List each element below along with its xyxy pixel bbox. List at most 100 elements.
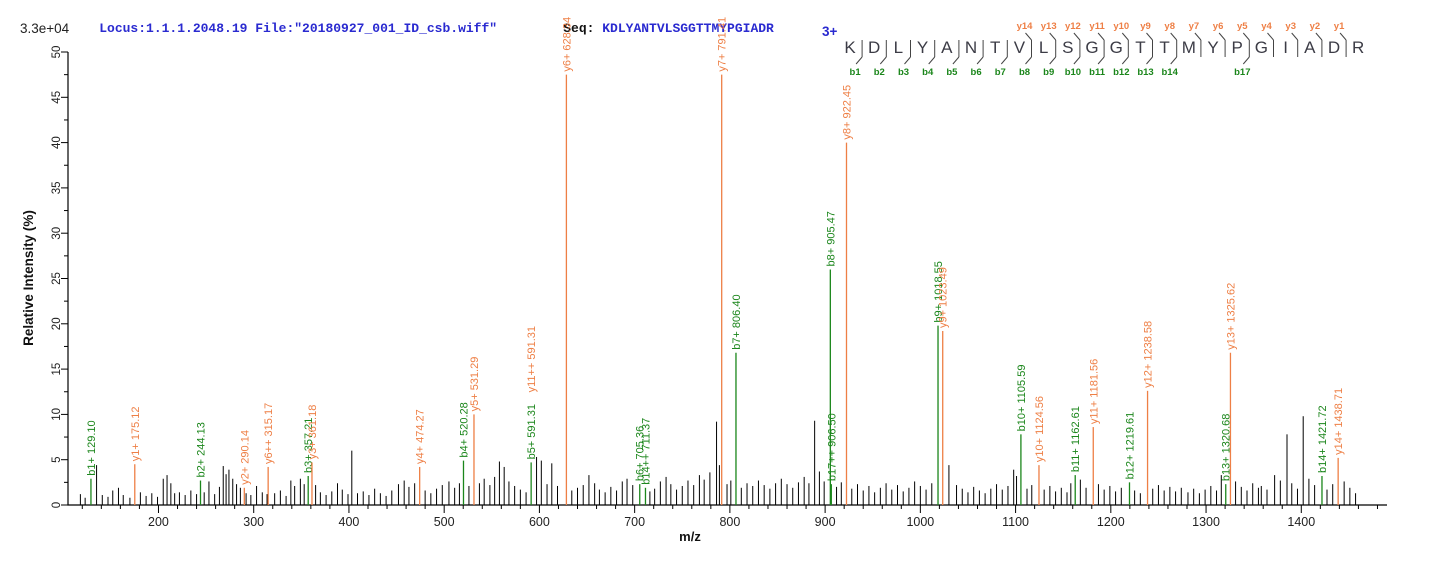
x-tick-label: 1400	[1287, 515, 1315, 529]
y-cleavage-tick	[1049, 32, 1057, 41]
b-ion-label: b12	[1113, 67, 1129, 78]
ion-peak-label: y5+ 531.29	[469, 357, 481, 412]
x-tick-label: 1000	[906, 515, 934, 529]
ion-peak-label: y1+ 175.12	[130, 406, 142, 461]
x-tick-label: 200	[148, 515, 169, 529]
ion-peak-label: y7+ 791.41	[717, 17, 729, 72]
residue-letter: L	[894, 38, 903, 57]
y-ion-label: y9	[1140, 21, 1151, 32]
b-cleavage-tick	[1097, 56, 1105, 65]
y-ion-label: y14	[1017, 21, 1034, 32]
x-tick-label: 800	[719, 515, 740, 529]
b-ion-label: b8	[1019, 67, 1030, 78]
y-ion-label: y5	[1237, 21, 1248, 32]
y-tick-label: 40	[51, 136, 63, 149]
ion-peak-label: y14+ 1438.71	[1333, 388, 1345, 455]
y-ion-label: y3	[1285, 21, 1296, 32]
ion-peak-label: y8+ 922.45	[841, 85, 853, 140]
y-ion-label: y7	[1189, 21, 1200, 32]
y-ion-label: y1	[1334, 21, 1345, 32]
b-cleavage-tick	[1146, 56, 1153, 65]
y-tick-label: 45	[51, 91, 63, 104]
ion-peak-label: b11+ 1162.61	[1070, 406, 1082, 472]
residue-letter: T	[1159, 38, 1169, 57]
ion-peak-label: b4+ 520.28	[458, 402, 470, 457]
ion-peak-label: b14++ 711.37	[640, 418, 652, 485]
b-cleavage-tick	[1000, 56, 1008, 65]
y-cleavage-tick	[1025, 32, 1032, 41]
seq-label: Seq:	[563, 21, 603, 36]
y-cleavage-tick	[1218, 32, 1226, 41]
ion-peak-label: b14+ 1421.72	[1317, 405, 1329, 473]
y-tick-label: 15	[51, 363, 63, 376]
ion-peak-label: y9+ 1023.49	[938, 267, 950, 328]
residue-letter: T	[990, 38, 1000, 57]
residue-letter: S	[1062, 38, 1073, 57]
ion-peak-label: y4+ 474.27	[415, 409, 427, 464]
y-cleavage-tick	[1194, 32, 1202, 41]
y-cleavage-tick	[1073, 32, 1081, 41]
ion-peak-label: b9+ 1018.55	[933, 261, 945, 322]
x-tick-label: 300	[243, 515, 264, 529]
b-cleavage-tick	[1121, 56, 1129, 65]
b-cleavage-tick	[1025, 56, 1032, 65]
b-ion-label: b13	[1137, 67, 1153, 78]
x-tick-label: 700	[624, 515, 645, 529]
x-tick-label: 1100	[1002, 515, 1029, 529]
y-axis-title: Relative Intensity (%)	[21, 210, 36, 346]
y-tick-label: 5	[51, 456, 63, 462]
b-cleavage-tick	[1242, 56, 1250, 65]
b-cleavage-tick	[928, 56, 936, 65]
residue-letter: G	[1110, 38, 1123, 57]
sequence-header: Seq: KDLYANTVLSGGTTMYPGIADR	[532, 6, 774, 51]
ion-peak-label: b6+ 705.36	[635, 426, 647, 481]
y-ion-label: y12	[1065, 21, 1081, 32]
y-tick-label: 25	[51, 272, 63, 285]
ion-peak-label: b13+ 1320.68	[1221, 414, 1233, 482]
ion-peak-label: y12+ 1238.58	[1143, 321, 1155, 388]
b-cleavage-tick	[904, 56, 911, 65]
b-cleavage-tick	[976, 56, 984, 65]
b-ion-label: b1	[850, 67, 862, 78]
ion-peak-label: b10+ 1105.59	[1016, 365, 1028, 432]
ion-peak-label: b3+ 357.21	[303, 418, 315, 473]
b-ion-label: b11	[1089, 67, 1106, 78]
residue-letter: Y	[1207, 38, 1218, 57]
y-cleavage-tick	[1339, 32, 1347, 41]
y-ion-label: y8	[1164, 21, 1175, 32]
y-cleavage-tick	[1291, 32, 1299, 41]
y-ion-label: y10	[1113, 21, 1129, 32]
y-cleavage-tick	[1315, 32, 1323, 41]
b-ion-label: b9	[1043, 67, 1054, 78]
b-ion-label: b5	[946, 67, 958, 78]
b-cleavage-tick	[952, 56, 960, 65]
y-cleavage-tick	[1097, 32, 1105, 41]
ion-peak-label: y10+ 1124.56	[1034, 396, 1046, 462]
x-tick-label: 400	[339, 515, 360, 529]
residue-letter: M	[1182, 38, 1196, 57]
ion-peak-label: b12+ 1219.61	[1124, 412, 1136, 480]
x-tick-label: 900	[815, 515, 836, 529]
residue-letter: A	[1304, 38, 1316, 57]
b-ion-label: b3	[898, 67, 909, 78]
y-cleavage-tick	[1146, 32, 1153, 41]
b-ion-label: b14	[1162, 67, 1179, 78]
residue-letter: R	[1352, 38, 1364, 57]
b-cleavage-tick	[879, 56, 887, 65]
b-cleavage-tick	[1073, 56, 1081, 65]
ion-peak-label: b5+ 591.31	[526, 404, 538, 459]
b-ion-label: b10	[1065, 67, 1081, 78]
ion-peak-label: b2+ 244.13	[195, 422, 207, 477]
seq-value: KDLYANTVLSGGTTMYPGIADR	[602, 21, 774, 36]
x-tick-label: 1300	[1192, 515, 1220, 529]
b-ion-label: b6	[971, 67, 982, 78]
y-ion-label: y11	[1089, 21, 1105, 32]
b-ion-label: b7	[995, 67, 1006, 78]
residue-letter: G	[1085, 38, 1098, 57]
b-ion-label: b2	[874, 67, 885, 78]
residue-letter: I	[1283, 38, 1288, 57]
y-tick-label: 50	[51, 46, 63, 59]
y-ion-label: y4	[1261, 21, 1272, 32]
ion-peak-label: y11++ 591.31	[526, 326, 538, 392]
